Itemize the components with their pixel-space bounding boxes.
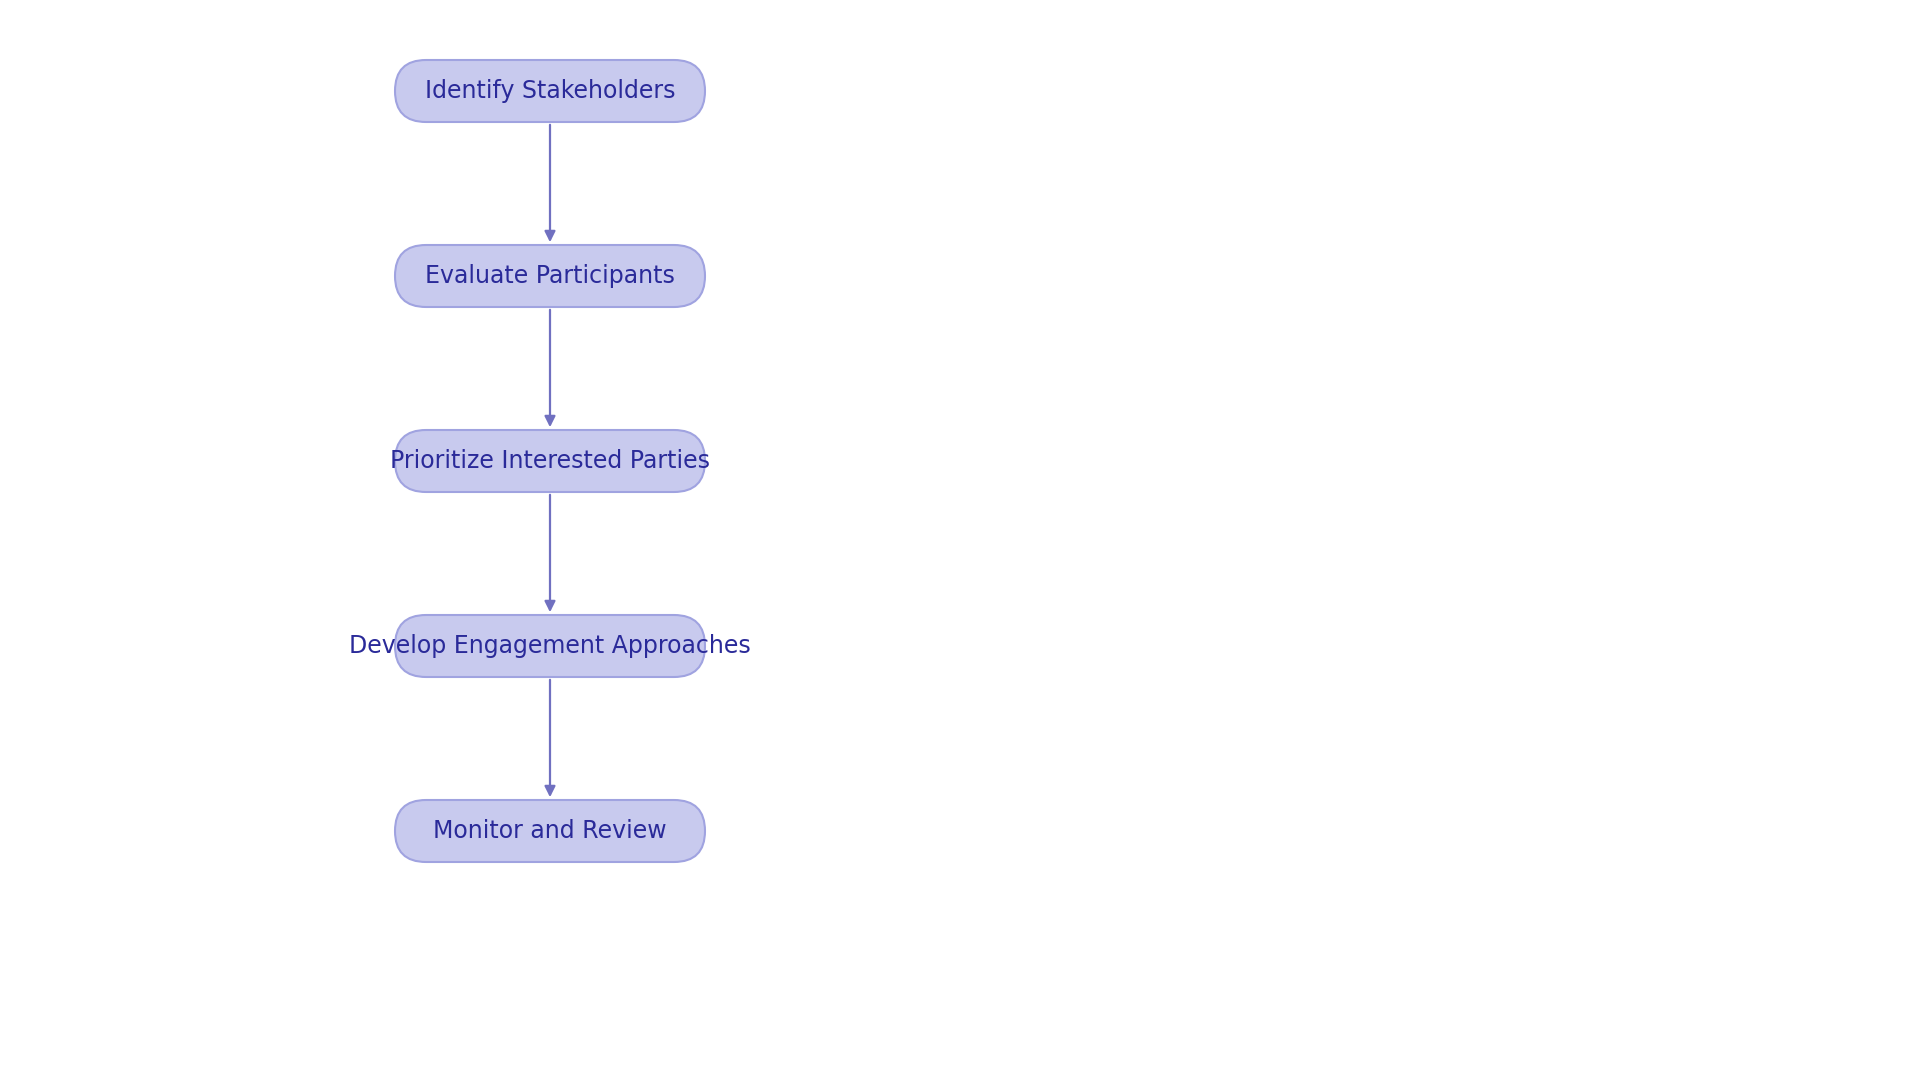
FancyBboxPatch shape: [396, 615, 705, 677]
Text: Develop Engagement Approaches: Develop Engagement Approaches: [349, 634, 751, 658]
FancyBboxPatch shape: [396, 800, 705, 862]
FancyBboxPatch shape: [396, 60, 705, 122]
Text: Identify Stakeholders: Identify Stakeholders: [424, 79, 676, 103]
Text: Prioritize Interested Parties: Prioritize Interested Parties: [390, 449, 710, 473]
Text: Evaluate Participants: Evaluate Participants: [424, 264, 676, 288]
FancyBboxPatch shape: [396, 430, 705, 492]
FancyBboxPatch shape: [396, 245, 705, 306]
Text: Monitor and Review: Monitor and Review: [434, 819, 666, 843]
